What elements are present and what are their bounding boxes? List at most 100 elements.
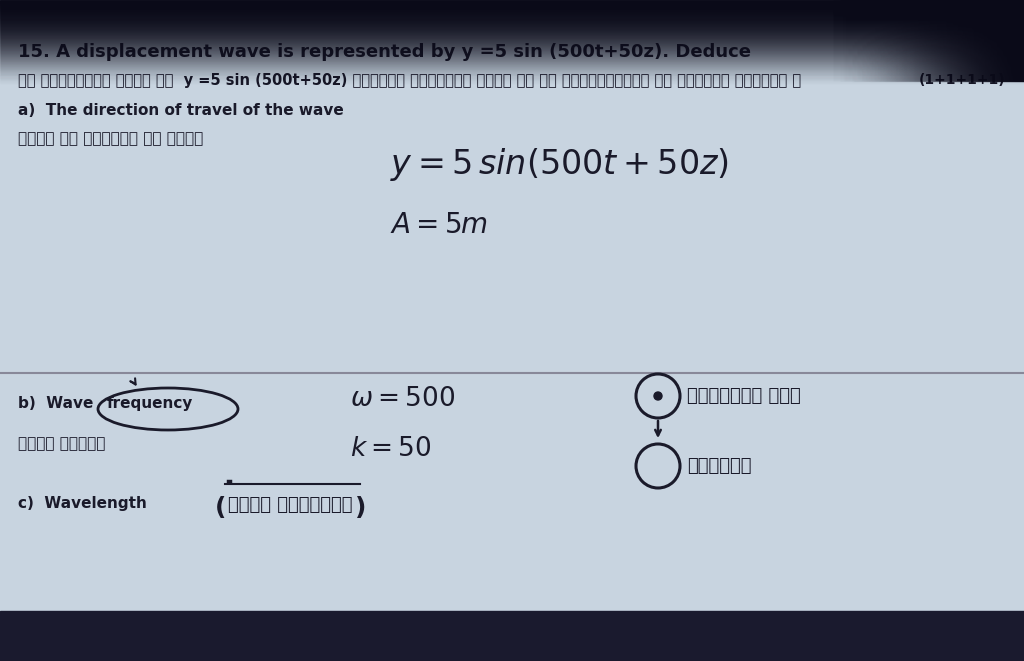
- Bar: [0, 28, 1024, 29]
- Bar: [0, 20, 1024, 21]
- Bar: [0, 71, 1024, 72]
- Bar: [0, 24, 1024, 25]
- Bar: [0, 65, 1024, 66]
- Bar: [0, 38, 1024, 39]
- Bar: [0, 70, 1024, 71]
- Bar: [0, 57, 1024, 58]
- Bar: [0, 6, 1024, 7]
- Text: माध्यम: माध्यम: [687, 457, 752, 475]
- Bar: [0, 4, 1024, 5]
- Bar: [0, 32, 1024, 33]
- Bar: [0, 2, 1024, 3]
- Bar: [0, 51, 1024, 52]
- Bar: [0, 59, 1024, 60]
- Bar: [0, 9, 1024, 10]
- Bar: [0, 72, 1024, 73]
- Bar: [0, 19, 1024, 20]
- Bar: [0, 80, 1024, 81]
- Text: $A = 5m$: $A = 5m$: [390, 211, 487, 239]
- Text: 15. A displacement wave is represented by y =5 sin (500t+50z). Deduce: 15. A displacement wave is represented b…: [18, 43, 751, 61]
- Bar: [0, 73, 1024, 74]
- Bar: [0, 43, 1024, 44]
- Bar: [0, 41, 1024, 42]
- Bar: [0, 45, 1024, 46]
- Bar: [0, 60, 1024, 61]
- Bar: [0, 47, 1024, 48]
- Bar: [0, 34, 1024, 35]
- Text: a)  The direction of travel of the wave: a) The direction of travel of the wave: [18, 103, 344, 118]
- Text: frequency: frequency: [106, 396, 194, 411]
- Bar: [0, 11, 1024, 12]
- Bar: [0, 77, 1024, 78]
- Bar: [0, 17, 1024, 18]
- Bar: [0, 76, 1024, 77]
- Text: ): ): [355, 496, 367, 520]
- Text: (: (: [215, 496, 226, 520]
- Bar: [0, 35, 1024, 36]
- Bar: [0, 50, 1024, 51]
- Bar: [0, 79, 1024, 80]
- Bar: [0, 46, 1024, 47]
- Bar: [0, 68, 1024, 69]
- Text: c)  Wavelength: c) Wavelength: [18, 496, 146, 511]
- Bar: [0, 54, 1024, 55]
- Bar: [0, 611, 1024, 661]
- Bar: [0, 37, 1024, 38]
- Bar: [0, 58, 1024, 59]
- Bar: [0, 33, 1024, 34]
- Bar: [0, 25, 1024, 26]
- Text: नेगेटिव याल: नेगेटिव याल: [687, 387, 801, 405]
- Text: तरंग के प्रवाह की दिशा: तरंग के प्रवाह की दिशा: [18, 131, 203, 146]
- Bar: [0, 26, 1024, 27]
- Text: तरंग आवृति: तरंग आवृति: [18, 436, 105, 451]
- Bar: [0, 13, 1024, 14]
- Bar: [0, 21, 1024, 22]
- Bar: [0, 5, 1024, 6]
- Text: एक विस्यापन तरंग को  y =5 sin (500t+50z) द्वारा दर्शाया जाता है तो निम्नलिखित का: एक विस्यापन तरंग को y =5 sin (500t+50z) …: [18, 73, 801, 88]
- Bar: [0, 69, 1024, 70]
- Bar: [0, 67, 1024, 68]
- Bar: [0, 10, 1024, 11]
- Bar: [0, 55, 1024, 56]
- Bar: [0, 27, 1024, 28]
- Bar: [0, 66, 1024, 67]
- Bar: [0, 0, 1024, 1]
- Bar: [0, 74, 1024, 75]
- Bar: [0, 39, 1024, 40]
- Bar: [0, 18, 1024, 19]
- Text: तरंग दैर्घ्य: तरंग दैर्घ्य: [228, 496, 352, 514]
- Bar: [0, 83, 1024, 84]
- Bar: [0, 36, 1024, 37]
- Bar: [0, 1, 1024, 2]
- Bar: [0, 30, 1024, 31]
- Bar: [0, 82, 1024, 83]
- Bar: [0, 49, 1024, 50]
- Bar: [0, 12, 1024, 13]
- Bar: [0, 16, 1024, 17]
- Bar: [0, 42, 1024, 43]
- Bar: [0, 84, 1024, 85]
- Bar: [0, 75, 1024, 76]
- Text: $\omega = 500$: $\omega = 500$: [350, 386, 455, 412]
- Bar: [0, 40, 1024, 41]
- Bar: [0, 7, 1024, 8]
- Bar: [0, 31, 1024, 32]
- Text: b)  Wave: b) Wave: [18, 396, 93, 411]
- Text: $k = 50$: $k = 50$: [350, 436, 431, 462]
- Text: $y = 5\,\mathit{sin}(500t + 50z)$: $y = 5\,\mathit{sin}(500t + 50z)$: [390, 146, 729, 183]
- Bar: [0, 23, 1024, 24]
- Bar: [0, 15, 1024, 16]
- Circle shape: [654, 392, 662, 400]
- Bar: [0, 78, 1024, 79]
- Bar: [0, 53, 1024, 54]
- Bar: [0, 29, 1024, 30]
- Bar: [0, 8, 1024, 9]
- Bar: [0, 61, 1024, 62]
- Bar: [0, 63, 1024, 64]
- Bar: [0, 64, 1024, 65]
- Bar: [0, 62, 1024, 63]
- Bar: [0, 3, 1024, 4]
- Text: (1+1+1+1): (1+1+1+1): [919, 73, 1005, 87]
- Bar: [0, 48, 1024, 49]
- Bar: [0, 81, 1024, 82]
